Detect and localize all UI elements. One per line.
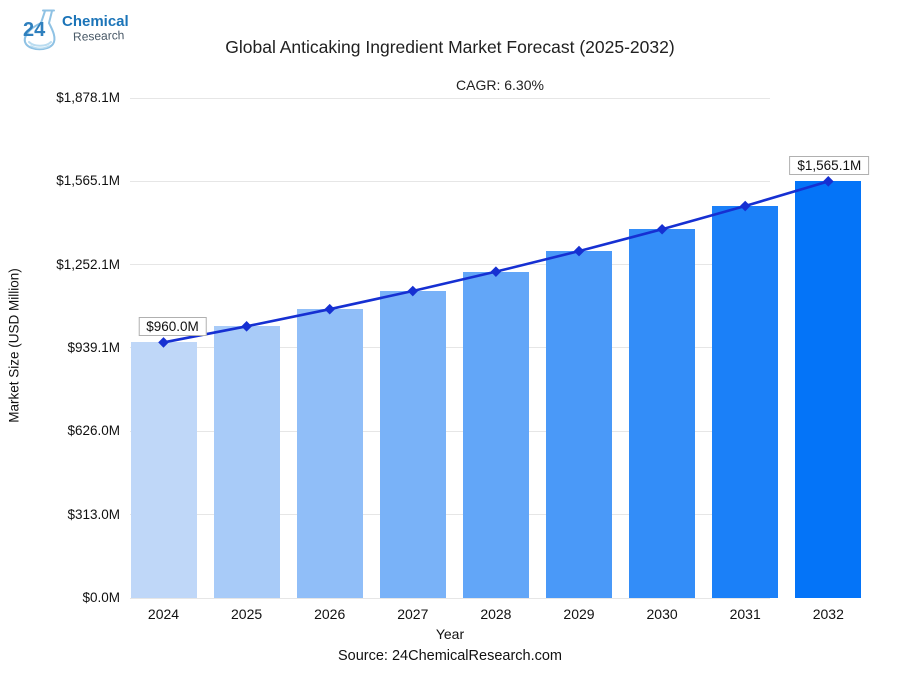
x-axis-tick-label-2031: 2031 — [729, 606, 761, 622]
gridline — [130, 430, 770, 432]
logo-name-top: Chemical — [62, 13, 129, 30]
bar-2032 — [795, 181, 862, 598]
y-axis-tick-label: $939.1M — [67, 339, 120, 355]
bar-2027 — [379, 291, 446, 598]
gridline — [130, 97, 770, 99]
bar-2024 — [130, 342, 197, 598]
x-axis-tick-label-2027: 2027 — [397, 606, 429, 622]
gridline — [130, 597, 770, 599]
x-axis-tick-label-2025: 2025 — [231, 606, 263, 622]
flask-icon — [23, 9, 56, 51]
logo-number: 24 — [23, 19, 46, 41]
x-axis-tick-label-2030: 2030 — [646, 606, 678, 622]
data-label-2024: $960.0M — [138, 317, 207, 337]
bar-2025 — [213, 326, 280, 598]
bar-2030 — [629, 229, 696, 598]
y-axis-tick-label: $1,565.1M — [56, 173, 120, 189]
plot-area — [130, 97, 870, 599]
source-credit: Source: 24ChemicalResearch.com — [337, 648, 563, 664]
data-label-2032: $1,565.1M — [789, 156, 870, 176]
x-axis-tick-label-2032: 2032 — [812, 606, 844, 622]
bar-2029 — [546, 251, 612, 598]
gridline — [130, 347, 770, 349]
bar-2028 — [462, 271, 529, 598]
gridline — [130, 180, 770, 182]
chart-title: Global Anticaking Ingredient Market Fore… — [225, 37, 675, 57]
x-axis-tick-label-2028: 2028 — [480, 606, 512, 622]
bar-2031 — [712, 206, 779, 598]
chart-subtitle: CAGR: 6.30% — [456, 77, 544, 93]
x-axis-tick-label-2026: 2026 — [314, 606, 346, 622]
y-axis-tick-label: $626.0M — [67, 423, 120, 439]
y-axis-tick-label: $0.0M — [82, 590, 120, 605]
x-axis-tick-label-2029: 2029 — [563, 606, 595, 622]
x-axis-title: Year — [435, 626, 465, 642]
y-axis-tick-label: $313.0M — [67, 506, 120, 522]
gridline — [130, 514, 770, 516]
logo: 24 Chemical Research — [16, 8, 206, 54]
y-axis-tick-label: $1,878.1M — [56, 90, 120, 105]
x-axis-tick-label-2024: 2024 — [147, 606, 180, 622]
bar-2026 — [296, 309, 363, 598]
y-axis-tick-label: $1,252.1M — [56, 256, 120, 272]
